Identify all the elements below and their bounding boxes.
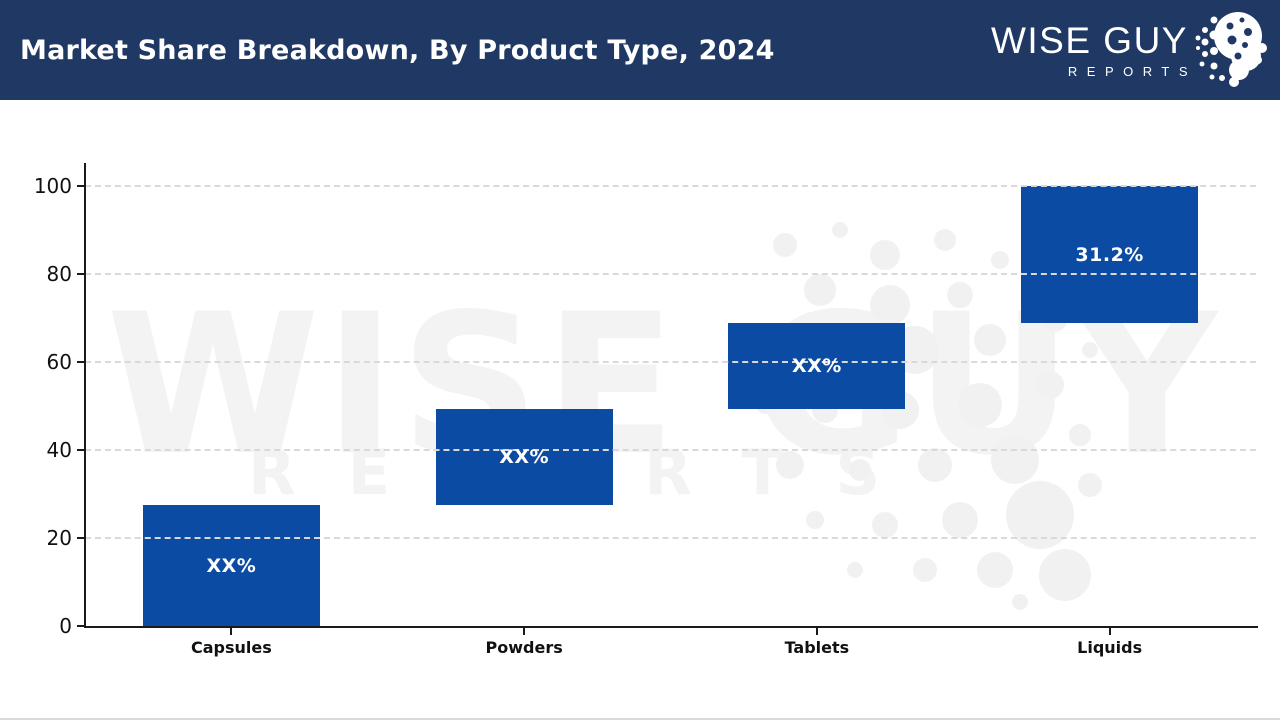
x-tick-label: Liquids	[1077, 638, 1143, 657]
page-title: Market Share Breakdown, By Product Type,…	[20, 34, 775, 66]
y-tick-label: 20	[46, 526, 72, 550]
y-tick-mark	[77, 185, 85, 187]
y-tick-mark	[77, 449, 85, 451]
watermark-dot-head-icon	[756, 222, 1102, 610]
y-tick-label: 40	[46, 438, 72, 462]
bottom-border	[0, 718, 1280, 720]
y-tick-label: 0	[59, 614, 72, 638]
y-tick-mark	[77, 537, 85, 539]
brand-subtitle: REPORTS	[1067, 63, 1197, 79]
x-tick-mark	[1108, 628, 1111, 635]
y-tick-label: 80	[46, 262, 72, 286]
y-axis-line	[84, 163, 86, 628]
brand-logo-text: WISE GUY REPORTS	[991, 22, 1188, 79]
header-bar: Market Share Breakdown, By Product Type,…	[0, 0, 1280, 100]
x-tick-label: Powders	[485, 638, 563, 657]
x-tick-mark	[523, 628, 526, 635]
x-axis-line	[84, 626, 1258, 628]
y-tick-mark	[77, 361, 85, 363]
y-tick-label: 100	[33, 174, 72, 198]
x-tick-mark	[815, 628, 818, 635]
y-tick-mark	[77, 625, 85, 627]
y-tick-label: 60	[46, 350, 72, 374]
x-tick-mark	[230, 628, 233, 635]
brand-head-icon	[1195, 12, 1267, 87]
gridline-100	[85, 185, 1256, 187]
x-tick-label: Tablets	[784, 638, 850, 657]
y-tick-mark	[77, 273, 85, 275]
x-tick-label: Capsules	[190, 638, 272, 657]
chart-bar-capsules	[142, 505, 320, 626]
bar-value-label: XX%	[206, 554, 257, 577]
brand-name: WISE GUY	[990, 19, 1188, 61]
brand-logo: WISE GUY REPORTS	[991, 8, 1270, 92]
